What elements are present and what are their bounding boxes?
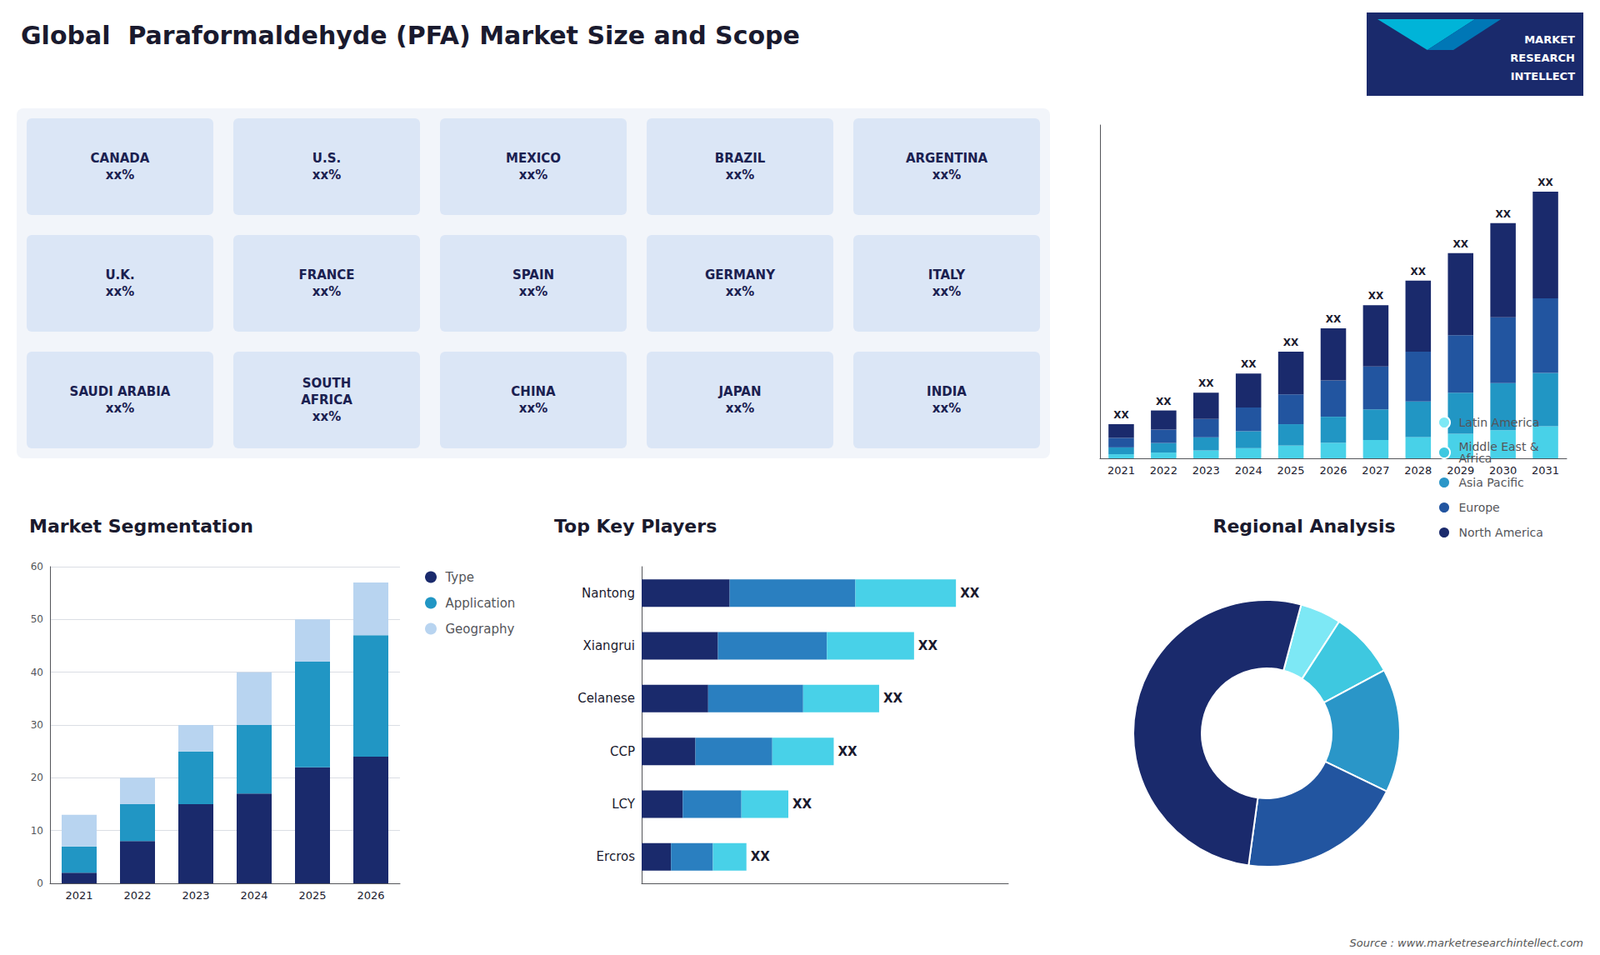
svg-text:xx%: xx% xyxy=(105,400,135,416)
svg-text:2029: 2029 xyxy=(1446,464,1475,477)
svg-text:Celanese: Celanese xyxy=(577,690,635,706)
svg-text:60: 60 xyxy=(30,560,44,573)
svg-text:Source : www.marketresearchint: Source : www.marketresearchintellect.com xyxy=(1350,936,1585,950)
svg-text:XX: XX xyxy=(1198,377,1215,390)
svg-text:CANADA: CANADA xyxy=(90,150,150,166)
svg-text:xx%: xx% xyxy=(519,400,548,416)
svg-text:2030: 2030 xyxy=(1489,464,1517,477)
svg-text:xx%: xx% xyxy=(519,284,548,300)
svg-text:xx%: xx% xyxy=(312,284,341,300)
svg-text:INDIA: INDIA xyxy=(926,384,967,400)
svg-text:MARKET: MARKET xyxy=(1524,33,1575,46)
svg-text:20: 20 xyxy=(30,771,44,784)
svg-text:BRAZIL: BRAZIL xyxy=(715,150,766,166)
svg-text:FRANCE: FRANCE xyxy=(298,267,355,283)
svg-text:Application: Application xyxy=(445,595,516,611)
svg-text:JAPAN: JAPAN xyxy=(718,384,762,400)
svg-text:SOUTH: SOUTH xyxy=(302,375,352,391)
svg-text:xx%: xx% xyxy=(105,284,135,300)
svg-text:XX: XX xyxy=(1325,313,1342,325)
svg-text:Type: Type xyxy=(445,570,475,585)
svg-text:Middle East &: Middle East & xyxy=(1458,440,1539,454)
svg-text:ITALY: ITALY xyxy=(928,267,966,283)
svg-text:2031: 2031 xyxy=(1531,464,1560,477)
svg-text:XX: XX xyxy=(1452,238,1469,250)
svg-text:SPAIN: SPAIN xyxy=(512,267,555,283)
svg-text:XX: XX xyxy=(837,744,858,760)
svg-text:XX: XX xyxy=(1155,395,1172,408)
svg-text:XX: XX xyxy=(918,638,939,654)
svg-text:AFRICA: AFRICA xyxy=(300,392,353,408)
svg-text:xx%: xx% xyxy=(312,409,341,425)
svg-text:CCP: CCP xyxy=(610,744,635,760)
svg-text:Africa: Africa xyxy=(1459,451,1493,465)
svg-text:Ercros: Ercros xyxy=(596,849,636,865)
svg-text:2027: 2027 xyxy=(1361,464,1390,477)
svg-text:Regional Analysis: Regional Analysis xyxy=(1212,515,1395,537)
svg-text:CHINA: CHINA xyxy=(510,384,556,400)
svg-text:Global Paraformaldehyde (PFA): Global Paraformaldehyde (PFA) Market Siz… xyxy=(20,20,800,50)
svg-text:XX: XX xyxy=(1240,358,1257,370)
svg-text:10: 10 xyxy=(30,825,44,837)
svg-text:XX: XX xyxy=(1113,409,1130,421)
svg-text:xx%: xx% xyxy=(932,284,961,300)
svg-text:XX: XX xyxy=(1283,336,1300,349)
svg-text:XX: XX xyxy=(1410,265,1427,278)
svg-text:XX: XX xyxy=(750,849,771,865)
svg-text:2026: 2026 xyxy=(356,889,385,902)
svg-text:Market Segmentation: Market Segmentation xyxy=(29,515,254,537)
svg-text:U.S.: U.S. xyxy=(312,150,341,166)
svg-text:XX: XX xyxy=(960,585,980,601)
svg-text:GERMANY: GERMANY xyxy=(705,267,776,283)
svg-text:XX: XX xyxy=(1537,176,1554,189)
svg-text:2024: 2024 xyxy=(1235,464,1263,477)
svg-text:RESEARCH: RESEARCH xyxy=(1510,51,1575,65)
svg-text:North America: North America xyxy=(1459,525,1544,540)
svg-text:XX: XX xyxy=(792,796,813,812)
svg-text:40: 40 xyxy=(30,666,44,679)
svg-text:Europe: Europe xyxy=(1459,500,1500,515)
svg-text:2025: 2025 xyxy=(1277,464,1305,477)
svg-text:Latin America: Latin America xyxy=(1459,415,1540,430)
svg-text:SAUDI ARABIA: SAUDI ARABIA xyxy=(70,384,171,400)
svg-text:0: 0 xyxy=(36,877,44,890)
svg-text:2025: 2025 xyxy=(298,889,326,902)
svg-text:LCY: LCY xyxy=(611,796,636,812)
svg-text:XX: XX xyxy=(883,690,904,706)
svg-text:Geography: Geography xyxy=(445,621,515,637)
svg-text:xx%: xx% xyxy=(932,400,961,416)
svg-text:Nantong: Nantong xyxy=(581,585,635,601)
svg-text:xx%: xx% xyxy=(105,167,135,183)
svg-text:2028: 2028 xyxy=(1404,464,1432,477)
svg-text:2023: 2023 xyxy=(181,889,210,902)
svg-text:2026: 2026 xyxy=(1319,464,1347,477)
svg-text:xx%: xx% xyxy=(725,400,755,416)
svg-text:xx%: xx% xyxy=(725,167,755,183)
svg-text:INTELLECT: INTELLECT xyxy=(1510,70,1575,83)
svg-text:ARGENTINA: ARGENTINA xyxy=(905,150,989,166)
svg-text:2023: 2023 xyxy=(1192,464,1220,477)
svg-text:2022: 2022 xyxy=(123,889,151,902)
svg-text:XX: XX xyxy=(1495,208,1511,220)
svg-text:30: 30 xyxy=(30,719,44,731)
svg-text:2021: 2021 xyxy=(65,889,93,902)
svg-text:Asia Pacific: Asia Pacific xyxy=(1459,475,1525,490)
svg-text:U.K.: U.K. xyxy=(105,267,135,283)
svg-text:MEXICO: MEXICO xyxy=(505,150,561,166)
svg-text:xx%: xx% xyxy=(519,167,548,183)
svg-text:XX: XX xyxy=(1368,290,1385,302)
svg-text:Xiangrui: Xiangrui xyxy=(582,638,635,654)
svg-text:2024: 2024 xyxy=(240,889,268,902)
svg-text:xx%: xx% xyxy=(312,167,341,183)
svg-text:50: 50 xyxy=(30,613,44,625)
svg-text:xx%: xx% xyxy=(932,167,961,183)
svg-text:Top Key Players: Top Key Players xyxy=(554,515,717,537)
svg-text:2021: 2021 xyxy=(1107,464,1135,477)
svg-text:2022: 2022 xyxy=(1150,464,1178,477)
svg-text:xx%: xx% xyxy=(725,284,755,300)
